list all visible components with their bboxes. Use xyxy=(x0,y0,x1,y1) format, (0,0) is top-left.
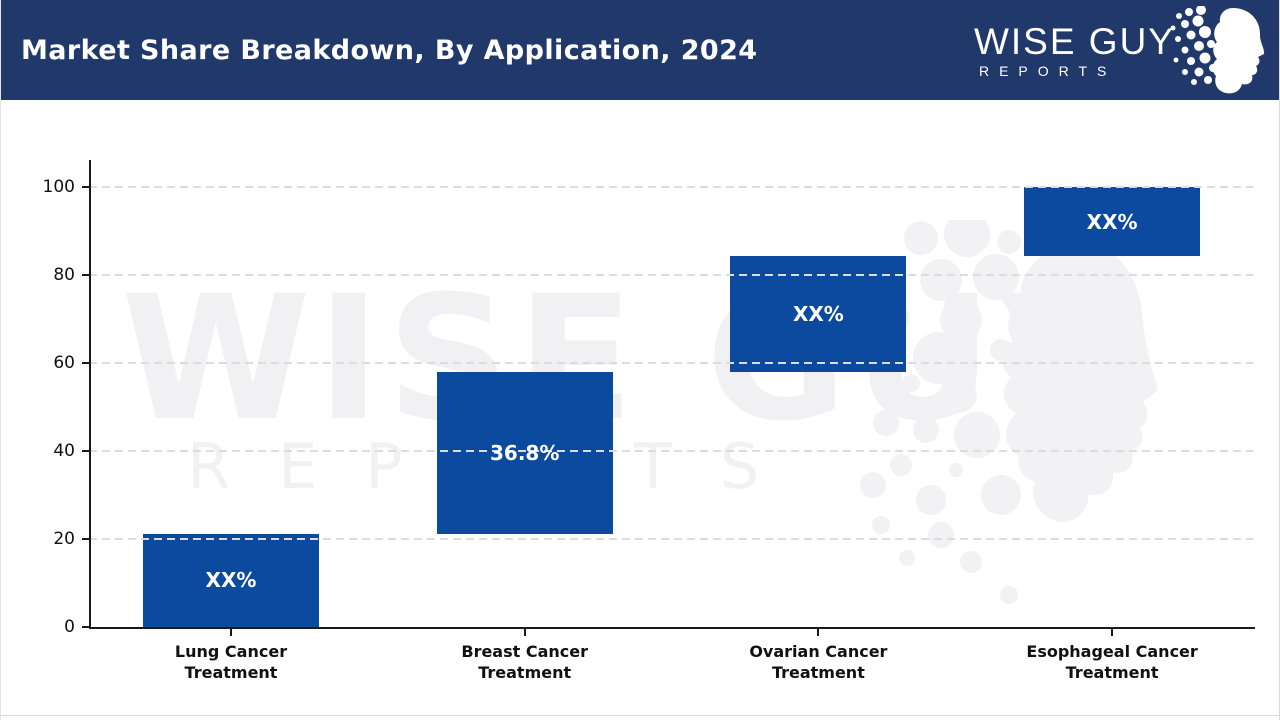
bar-segment xyxy=(143,533,319,627)
brand-logo: WISE GUY REPORTS xyxy=(974,6,1265,94)
bar-value-label: XX% xyxy=(792,301,844,326)
y-axis-tick-label: 80 xyxy=(53,265,75,285)
x-axis-category-line: Treatment xyxy=(1065,663,1159,682)
x-axis-category-line: Breast Cancer xyxy=(461,642,589,661)
x-axis-category-line: Lung Cancer xyxy=(174,642,288,661)
brand-head-icon xyxy=(1170,6,1265,94)
y-axis-tick-label: 40 xyxy=(53,441,75,461)
y-axis-tick xyxy=(82,538,89,540)
page-title: Market Share Breakdown, By Application, … xyxy=(21,34,758,66)
x-axis-category-line: Ovarian Cancer xyxy=(749,642,888,661)
x-axis-category-label: Esophageal Cancer Treatment xyxy=(1026,641,1197,683)
x-axis-category-label: Ovarian Cancer Treatment xyxy=(749,641,887,683)
gridline-40 xyxy=(89,450,1253,452)
gridline-60 xyxy=(89,362,1253,364)
brand-subname: REPORTS xyxy=(978,62,1117,79)
bar-value-label: XX% xyxy=(1086,209,1138,234)
header-bar: Market Share Breakdown, By Application, … xyxy=(1,0,1279,100)
gridline-80 xyxy=(89,274,1253,276)
y-axis-tick-label: 100 xyxy=(42,177,75,197)
x-axis-category-label: Breast Cancer Treatment xyxy=(461,641,588,683)
y-axis-tick-label: 0 xyxy=(64,617,75,637)
x-axis-category-line: Treatment xyxy=(771,663,865,682)
y-axis-tick-label: 60 xyxy=(53,353,75,373)
gridline-20 xyxy=(89,538,1253,540)
x-axis-category-line: Esophageal Cancer xyxy=(1026,642,1198,661)
bar-value-label: 36.8% xyxy=(489,440,560,465)
watermark-head-icon xyxy=(860,220,1158,604)
bottom-divider xyxy=(1,715,1279,716)
x-axis-line xyxy=(89,627,1255,629)
x-axis-tick xyxy=(230,629,232,636)
y-axis-tick-label: 20 xyxy=(53,529,75,549)
x-axis-category-label: Lung Cancer Treatment xyxy=(175,641,287,683)
x-axis-tick xyxy=(1111,629,1114,636)
brand-name: WISE GUY xyxy=(973,20,1175,62)
x-axis-tick xyxy=(817,629,820,636)
y-axis-tick xyxy=(82,450,89,452)
x-axis-category-line: Treatment xyxy=(184,663,278,682)
x-axis-category-line: Treatment xyxy=(478,663,572,682)
x-axis-tick xyxy=(523,629,526,636)
y-axis-tick xyxy=(82,186,89,188)
bar-segment xyxy=(436,371,613,534)
y-axis-tick xyxy=(82,274,89,276)
gridline-100 xyxy=(89,186,1253,188)
bar-value-label: XX% xyxy=(205,568,257,593)
y-axis-tick xyxy=(82,626,89,628)
y-axis-tick xyxy=(82,362,89,364)
bar-segment xyxy=(1024,187,1201,257)
y-axis-line xyxy=(89,160,91,629)
brand-logo-text: WISE GUY REPORTS xyxy=(974,23,1175,78)
